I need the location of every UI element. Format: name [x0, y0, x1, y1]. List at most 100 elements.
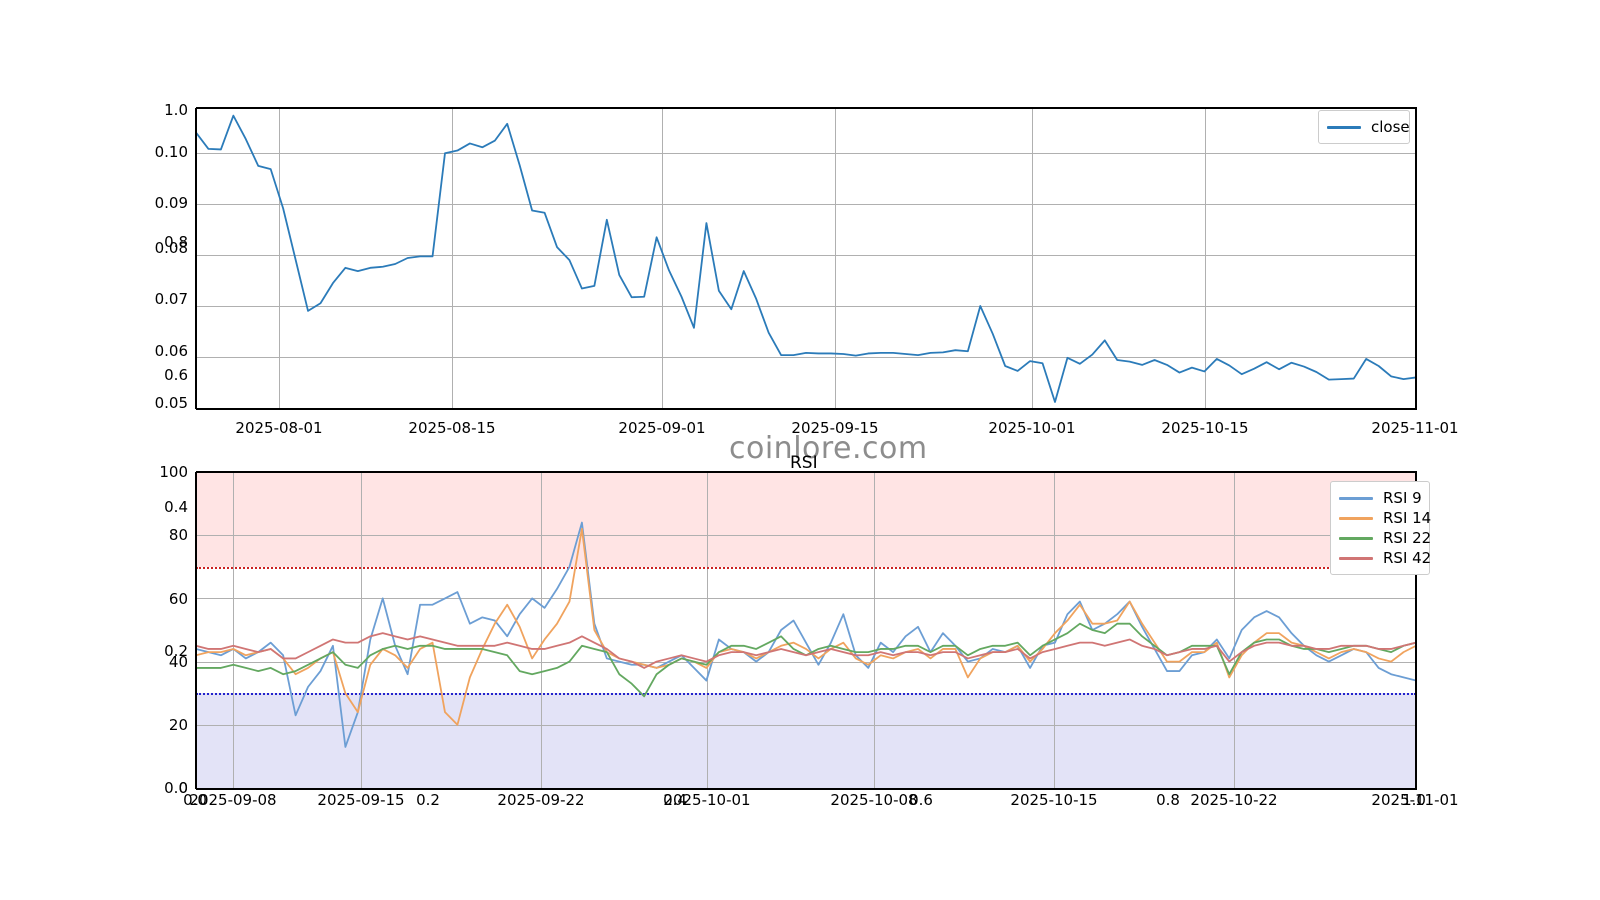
gridline [361, 472, 362, 788]
legend-swatch-close [1327, 125, 1361, 129]
axis-spine-bottom [196, 408, 1417, 410]
gridline [1234, 472, 1235, 788]
gridline [196, 725, 1416, 726]
legend-item-rsi-14[interactable]: RSI 14 [1339, 508, 1431, 528]
rsi-xtick-3: 2025-10-01 [663, 791, 751, 809]
price-xtick-5: 2025-10-15 [1161, 419, 1249, 437]
price-xtick-6: 2025-11-01 [1371, 419, 1459, 437]
overbought-band [196, 472, 1416, 567]
rsi-xtick-2: 2025-09-22 [497, 791, 585, 809]
price-xtick-0: 2025-08-01 [235, 419, 323, 437]
rsi-ytick-40: 40 [168, 653, 188, 671]
oversold-band [196, 693, 1416, 788]
gridline [233, 472, 234, 788]
gridline [196, 153, 1416, 154]
price-ytick-010: 0.10 [154, 143, 188, 161]
price-plot-area [196, 108, 1416, 408]
gridline [835, 108, 836, 408]
price-ytick-secondary-08: 0.8 [164, 233, 188, 251]
rsi-axis-spine-right [1415, 472, 1417, 789]
price-ytick-008: 0.08 [154, 239, 188, 257]
price-ytick-secondary-06: 0.6 [164, 366, 188, 384]
series-line [196, 632, 1416, 669]
legend-swatch-rsi-22 [1339, 536, 1373, 540]
gridline [1032, 108, 1033, 408]
rsi-ytick-secondary-00: 0.0 [164, 779, 188, 797]
rsi-xtick-secondary-0: 0.0 [183, 791, 207, 809]
rsi-xtick-6: 2025-10-22 [1190, 791, 1278, 809]
gridline [196, 535, 1416, 536]
gridline [196, 204, 1416, 205]
gridline [196, 662, 1416, 663]
rsi-xtick-0: 2025-09-08 [189, 791, 277, 809]
overbought-threshold-line [196, 567, 1416, 569]
price-xtick-1: 2025-08-15 [408, 419, 496, 437]
gridline [196, 472, 1416, 473]
legend-label-rsi-9: RSI 9 [1383, 489, 1422, 507]
gridline [279, 108, 280, 408]
oversold-threshold-line [196, 693, 1416, 695]
rsi-xtick-5: 2025-10-15 [1010, 791, 1098, 809]
price-xtick-2: 2025-09-01 [618, 419, 706, 437]
rsi-xtick-secondary-3: 0.6 [909, 791, 933, 809]
rsi-ytick-60: 60 [168, 590, 188, 608]
legend-swatch-rsi-9 [1339, 496, 1373, 500]
series-line [196, 527, 1416, 726]
price-chart-panel [195, 107, 1417, 410]
gridline [196, 255, 1416, 256]
legend-item-rsi-22[interactable]: RSI 22 [1339, 528, 1431, 548]
price-chart-legend[interactable]: close [1318, 110, 1410, 144]
rsi-xtick-4: 2025-10-08 [830, 791, 918, 809]
coinlore-watermark: coinlore.com [729, 431, 928, 466]
price-ytick-007: 0.07 [154, 290, 188, 308]
rsi-xtick-secondary-5: 1.0 [1402, 791, 1426, 809]
series-line [196, 521, 1416, 748]
legend-swatch-rsi-14 [1339, 516, 1373, 520]
price-xtick-4: 2025-10-01 [988, 419, 1076, 437]
gridline [874, 472, 875, 788]
legend-label-close: close [1371, 118, 1410, 136]
gridline [196, 598, 1416, 599]
rsi-xtick-1: 2025-09-15 [317, 791, 405, 809]
gridline [662, 108, 663, 408]
rsi-title: RSI [790, 453, 818, 473]
rsi-ytick-secondary-02: 0.2 [164, 642, 188, 660]
rsi-ytick-20: 20 [168, 716, 188, 734]
rsi-axis-spine-left [195, 472, 197, 789]
price-xtick-3: 2025-09-15 [791, 419, 879, 437]
price-ytick-006: 0.06 [154, 342, 188, 360]
rsi-chart-legend[interactable]: RSI 9 RSI 14 RSI 22 RSI 42 [1330, 481, 1431, 575]
gridline [196, 357, 1416, 358]
rsi-xtick-secondary-2: 0.4 [663, 791, 687, 809]
legend-item-close[interactable]: close [1327, 117, 1410, 137]
gridline [196, 306, 1416, 307]
series-line [196, 114, 1416, 403]
legend-label-rsi-22: RSI 22 [1383, 529, 1432, 547]
price-ytick-secondary-10: 1.0 [164, 101, 188, 119]
gridline [1054, 472, 1055, 788]
rsi-ytick-0: 0 [178, 779, 188, 797]
gridline [707, 472, 708, 788]
rsi-axis-spine-top [196, 471, 1417, 473]
legend-item-rsi-9[interactable]: RSI 9 [1339, 488, 1422, 508]
rsi-ytick-100: 100 [159, 463, 188, 481]
legend-label-rsi-42: RSI 42 [1383, 549, 1432, 567]
rsi-axis-spine-bottom [196, 788, 1417, 790]
rsi-ytick-secondary-04: 0.4 [164, 498, 188, 516]
axis-spine-left [195, 108, 197, 409]
price-ytick-005: 0.05 [154, 394, 188, 412]
axis-spine-top [196, 107, 1417, 109]
rsi-plot-area [196, 472, 1416, 788]
legend-item-rsi-42[interactable]: RSI 42 [1339, 548, 1431, 568]
close-price-line [196, 114, 1416, 403]
rsi-chart-panel [195, 471, 1417, 790]
rsi-xtick-7: 2025-11-01 [1371, 791, 1459, 809]
rsi-series-lines [196, 521, 1416, 748]
legend-swatch-rsi-42 [1339, 556, 1373, 560]
price-ytick-009: 0.09 [154, 194, 188, 212]
gridline [1205, 108, 1206, 408]
rsi-xtick-secondary-4: 0.8 [1156, 791, 1180, 809]
gridline [452, 108, 453, 408]
axis-spine-right [1415, 108, 1417, 409]
